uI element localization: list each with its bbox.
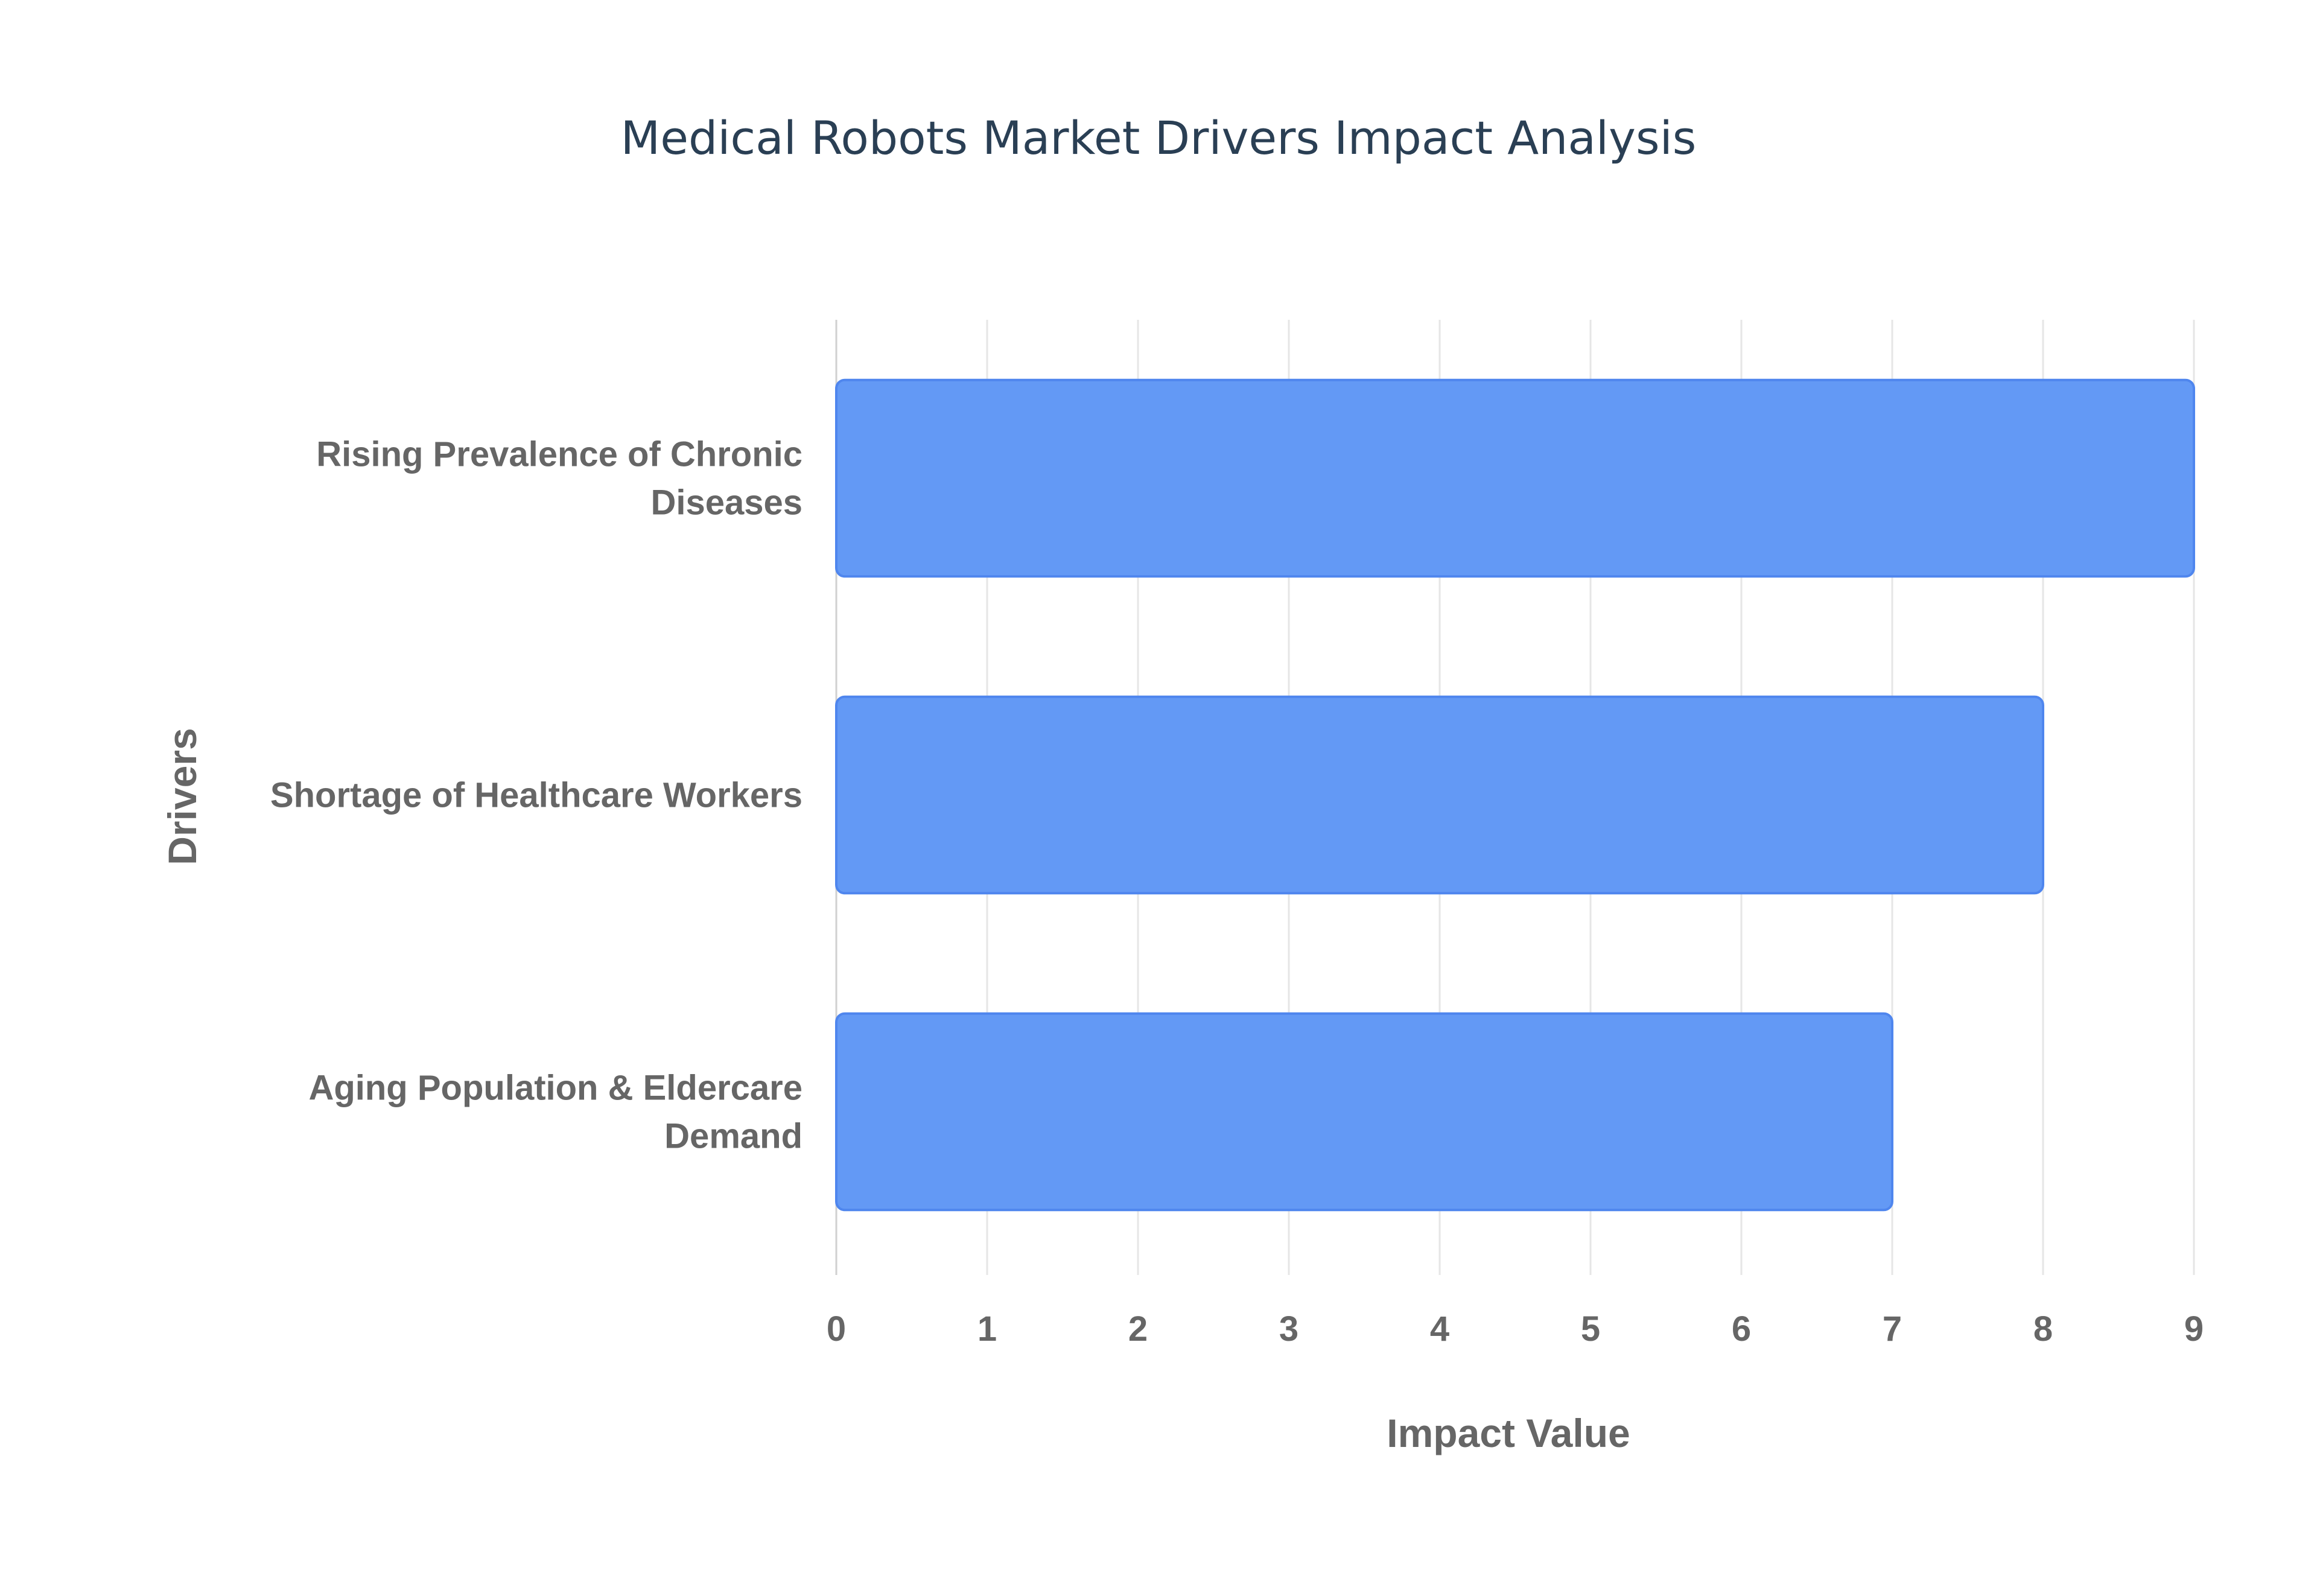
x-tick-label: 5 <box>1581 1309 1600 1349</box>
x-axis-ticks: 0 1 2 3 4 5 6 7 8 9 <box>827 1309 2204 1349</box>
x-tick-label: 4 <box>1430 1309 1449 1349</box>
x-tick-label: 8 <box>2033 1309 2053 1349</box>
x-tick-label: 0 <box>827 1309 846 1349</box>
y-category-label: Demand <box>664 1117 803 1156</box>
bar <box>835 1012 1893 1212</box>
y-category-label: Aging Population & Eldercare <box>308 1069 803 1108</box>
x-tick-label: 9 <box>2184 1309 2204 1349</box>
x-tick-label: 3 <box>1279 1309 1298 1349</box>
y-category-label: Rising Prevalence of Chronic <box>316 435 803 474</box>
x-tick-label: 2 <box>1128 1309 1148 1349</box>
chart-title: Medical Robots Market Drivers Impact Ana… <box>621 111 1697 165</box>
y-category-label: Diseases <box>650 483 803 523</box>
x-axis-title: Impact Value <box>1387 1411 1630 1455</box>
y-axis-categories: Rising Prevalence of Chronic Diseases Shor… <box>270 435 803 1156</box>
bars <box>835 378 2195 1212</box>
y-category-label: Shortage of Healthcare Workers <box>270 776 803 815</box>
x-tick-label: 1 <box>977 1309 997 1349</box>
bar <box>835 378 2195 578</box>
bar <box>835 695 2044 895</box>
y-axis-title: Drivers <box>160 728 205 865</box>
x-tick-label: 6 <box>1732 1309 1751 1349</box>
x-tick-label: 7 <box>1883 1309 1902 1349</box>
